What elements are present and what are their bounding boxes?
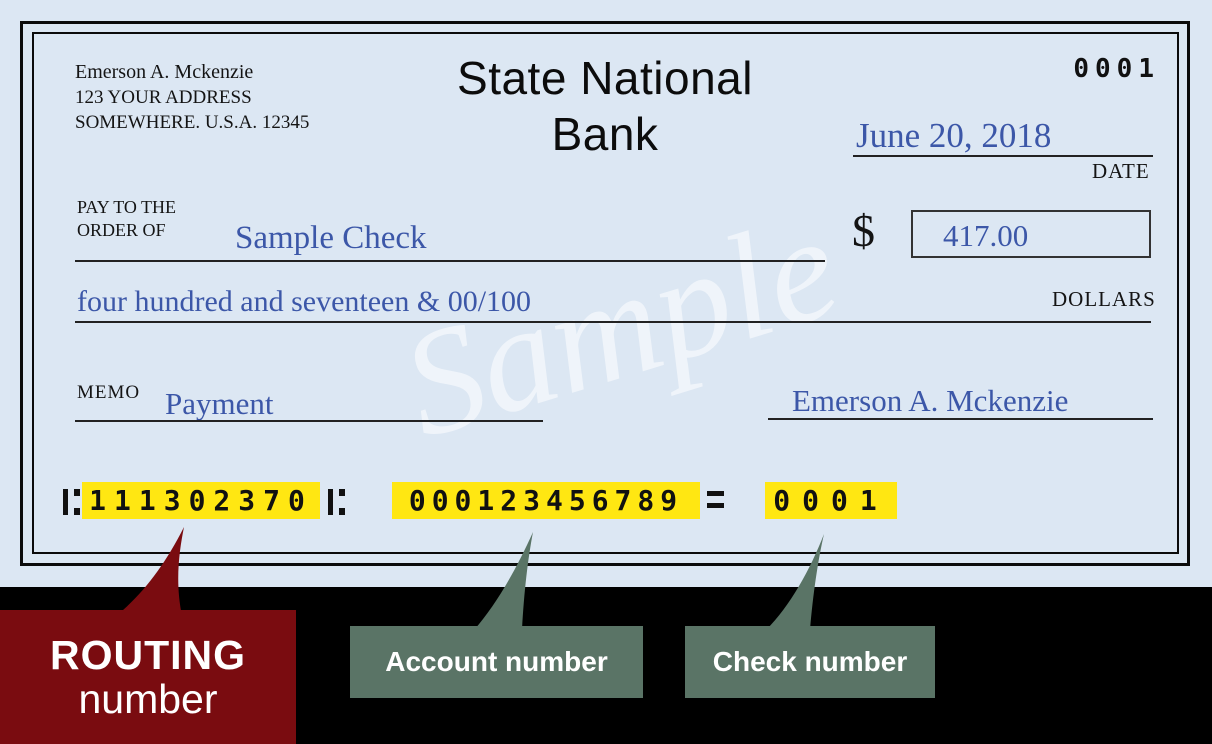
- bank-name-line2: Bank: [551, 108, 659, 160]
- date-underline: [853, 155, 1153, 157]
- amount-numeric: 417.00: [943, 218, 1029, 253]
- bank-name-line1: State National: [457, 52, 753, 104]
- payor-address-line1: 123 YOUR ADDRESS: [75, 87, 252, 108]
- dollars-label: DOLLARS: [1052, 287, 1156, 311]
- pay-to-the-order-of-label: PAY TO THE ORDER OF: [77, 196, 176, 242]
- micr-transit-icon: [63, 489, 80, 515]
- routing-number-callout: ROUTING number: [0, 610, 296, 744]
- amount-words: four hundred and seventeen & 00/100: [77, 285, 532, 318]
- payor-address-line2: SOMEWHERE. U.S.A. 12345: [75, 112, 310, 133]
- amount-box: [911, 210, 1151, 258]
- pay-to-line2: ORDER OF: [77, 220, 166, 240]
- account-number-highlight: 000123456789: [392, 482, 700, 519]
- dollar-sign: $: [852, 205, 875, 256]
- signature-underline: [768, 418, 1153, 420]
- memo-value: Payment: [165, 386, 274, 421]
- account-number-callout: Account number: [350, 626, 643, 698]
- date-value: June 20, 2018: [856, 116, 1052, 155]
- micr-transit-icon: [328, 489, 345, 515]
- signature-value: Emerson A. Mckenzie: [792, 383, 1069, 418]
- memo-label: MEMO: [77, 382, 141, 403]
- payee-value: Sample Check: [235, 220, 427, 256]
- date-label: DATE: [1092, 159, 1150, 183]
- check-number-top: 0001: [1073, 54, 1160, 84]
- check-number-highlight: 0001: [765, 482, 897, 519]
- pay-to-line1: PAY TO THE: [77, 197, 177, 217]
- memo-underline: [75, 420, 543, 422]
- routing-callout-line2: number: [78, 676, 218, 722]
- routing-number-highlight: 111302370: [82, 482, 320, 519]
- bank-name: State National Bank: [370, 50, 840, 162]
- payor-name: Emerson A. Mckenzie: [75, 61, 254, 83]
- micr-onus-icon: [707, 491, 724, 508]
- payee-underline: [75, 260, 825, 262]
- amount-words-underline: [75, 321, 1151, 323]
- payor-address-block: Emerson A. Mckenzie 123 YOUR ADDRESS SOM…: [75, 60, 309, 135]
- check-number-callout: Check number: [685, 626, 935, 698]
- check-outer-border: [20, 21, 1190, 566]
- routing-callout-line1: ROUTING: [49, 632, 247, 678]
- check-inner-border: [32, 32, 1179, 554]
